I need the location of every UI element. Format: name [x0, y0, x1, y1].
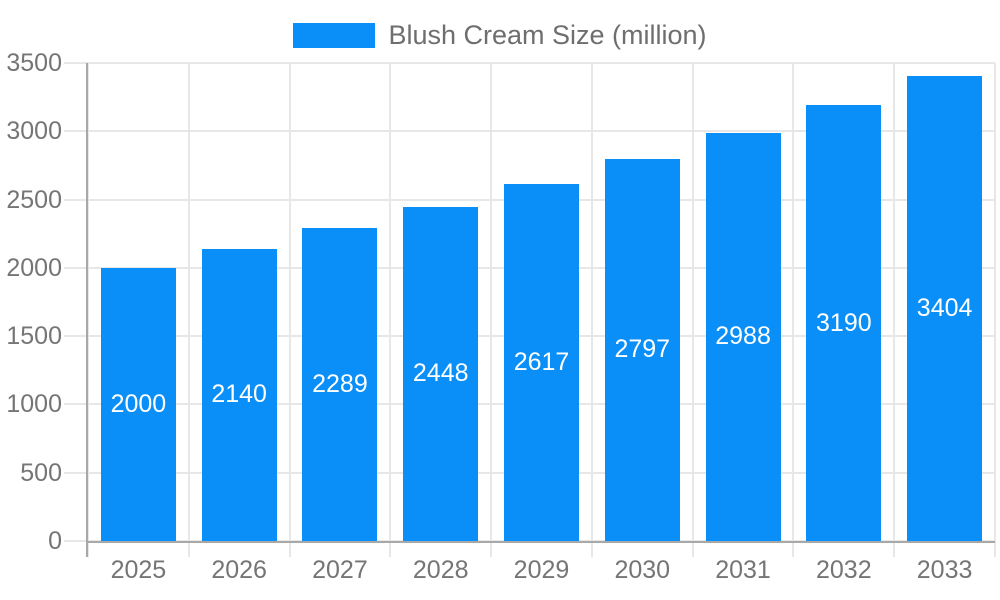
bar-2032: 3190	[806, 105, 882, 541]
y-axis-tick-label: 500	[20, 458, 62, 487]
bar-2033: 3404	[907, 76, 983, 541]
bar-value-label: 2000	[110, 389, 167, 418]
bar-2026: 2140	[201, 248, 277, 541]
x-axis-tick-label: 2028	[412, 556, 469, 584]
x-axis-tick-label: 2029	[513, 556, 570, 584]
gridline-x-boundary	[994, 63, 996, 557]
x-axis-tick-label: 2027	[312, 556, 368, 584]
x-axis-tick-label: 2026	[211, 556, 267, 584]
y-axis-tick-label: 1000	[6, 390, 62, 419]
gridline-x-boundary	[490, 63, 492, 557]
y-axis-tick-label: 3500	[6, 49, 62, 77]
legend-label: Blush Cream Size (million)	[388, 20, 707, 50]
x-axis-tick-label: 2025	[110, 556, 167, 584]
bar-value-label: 2617	[513, 347, 570, 376]
y-axis-tick-label: 2000	[6, 253, 62, 282]
gridline-y-3000	[64, 130, 995, 133]
gridline-x-boundary	[389, 63, 391, 557]
bar-value-label: 2448	[412, 359, 469, 388]
x-axis-tick-label: 2033	[916, 556, 973, 584]
x-axis-line	[88, 541, 995, 543]
gridline-x-boundary	[188, 63, 190, 557]
bar-value-label: 2140	[211, 380, 267, 409]
bar-2029: 2617	[504, 183, 579, 541]
y-axis-tick-label: 3000	[6, 117, 62, 146]
y-axis-tick-label: 0	[48, 527, 62, 555]
legend: Blush Cream Size (million)	[0, 22, 1000, 49]
bar-2027: 2289	[302, 228, 378, 541]
y-axis-line	[86, 63, 88, 557]
gridline-x-boundary	[692, 63, 694, 557]
bar-value-label: 3190	[816, 308, 872, 337]
x-axis-tick-label: 2030	[614, 556, 671, 584]
bar-2025: 2000	[100, 267, 176, 541]
plot-area: 2000 2140 2289 2448 2617 2797 2988 3190 3404	[64, 62, 996, 557]
gridline-x-boundary	[792, 63, 794, 557]
bar-2030: 2797	[604, 159, 680, 541]
bar-2031: 2988	[705, 132, 781, 541]
gridline-x-boundary	[87, 63, 89, 557]
bar-value-label: 3404	[916, 294, 973, 323]
bar-value-label: 2289	[312, 370, 368, 399]
y-axis-tick-label: 1500	[6, 322, 62, 351]
bar-value-label: 2988	[715, 322, 771, 351]
bar-value-label: 2797	[614, 335, 671, 364]
x-axis-tick-label: 2032	[816, 556, 872, 584]
gridline-x-boundary	[289, 63, 291, 557]
gridline-x-boundary	[591, 63, 593, 557]
bar-2028: 2448	[403, 206, 479, 541]
legend-color-swatch	[293, 23, 376, 48]
x-axis-tick-label: 2031	[715, 556, 771, 584]
y-axis-tick-label: 2500	[6, 185, 62, 214]
gridline-y-3500	[64, 62, 995, 64]
gridline-x-boundary	[893, 63, 895, 557]
